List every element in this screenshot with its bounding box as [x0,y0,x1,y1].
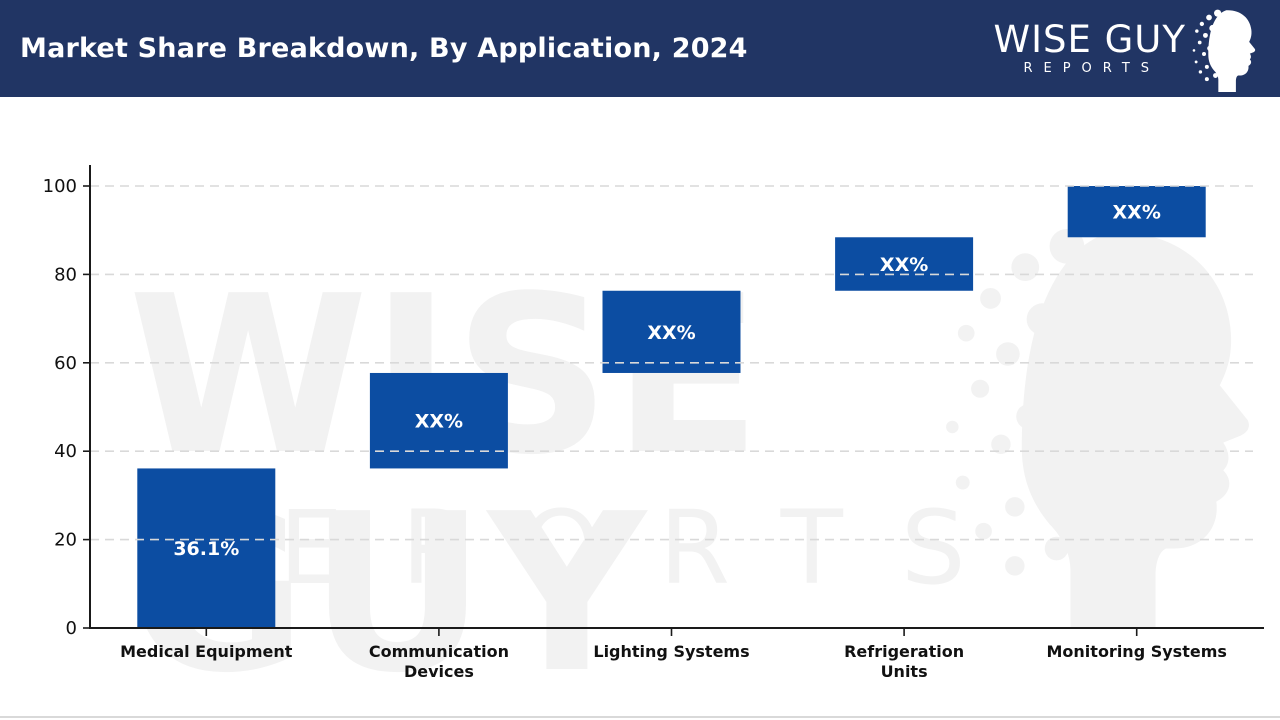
x-category-label: Refrigeration [844,642,964,661]
brand-subname: REPORTS [1023,61,1161,76]
bar-segment [369,372,508,469]
wiseguy-head-icon [1192,9,1256,92]
x-category-label: Monitoring Systems [1047,642,1227,661]
watermark-reports-text: REPORTS [150,489,1024,608]
brand-logo-text: WISE GUY REPORTS [994,21,1186,76]
y-tick-label: 0 [66,618,77,639]
x-category-label: Lighting Systems [593,642,749,661]
waterfall-chart: 0 20 40 60 80 100 Medical Equipment 36.1% Commun… [43,165,1264,681]
y-tick-label: 80 [54,264,77,285]
x-category-label: Devices [404,662,474,681]
bar-segment [835,237,974,291]
bar-segment [602,290,741,373]
y-tick-label: 100 [43,176,77,197]
bar-value-label: 36.1% [173,538,239,560]
header-bar: Market Share Breakdown, By Application, … [0,0,1280,97]
bar-segment [1067,186,1206,238]
x-category-label: Communication [369,642,509,661]
bar-segment [137,468,276,628]
x-category-label: Units [881,662,928,681]
bar-value-label: XX% [1113,202,1161,224]
bar-value-label: XX% [880,254,928,276]
y-tick-label: 20 [54,530,77,551]
brand-name: WISE GUY [993,18,1186,61]
bar-value-label: XX% [647,322,695,344]
y-tick-label: 40 [54,441,77,462]
page-title: Market Share Breakdown, By Application, … [20,33,748,64]
bottom-border-line [0,716,1280,718]
bar-value-label: XX% [415,411,463,433]
y-tick-label: 60 [54,353,77,374]
brand-logo: WISE GUY REPORTS [994,6,1280,92]
x-category-label: Medical Equipment [120,642,293,661]
